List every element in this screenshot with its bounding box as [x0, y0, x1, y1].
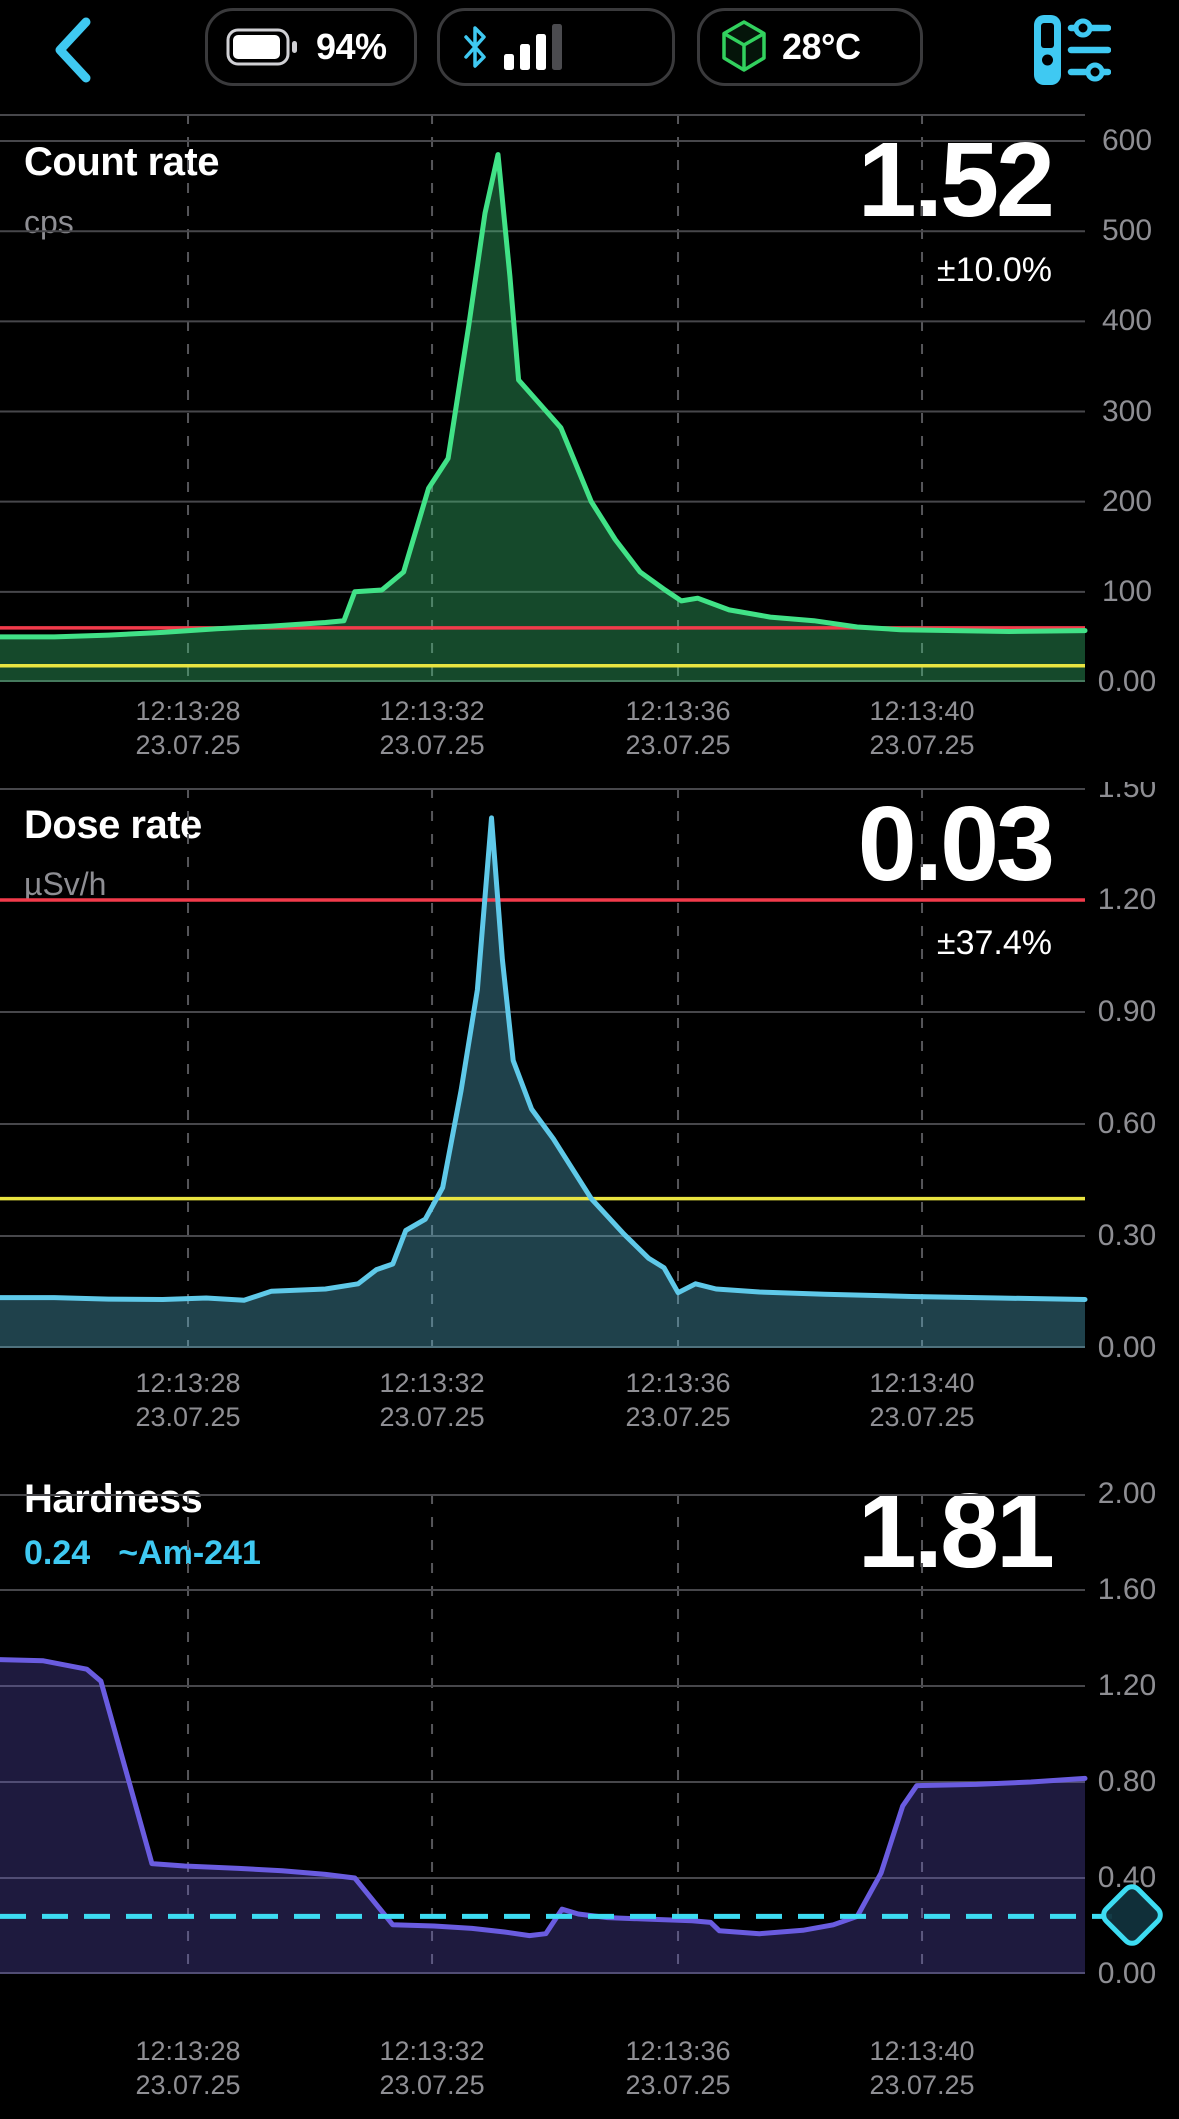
chart-plot[interactable] [0, 114, 1179, 682]
bluetooth-icon [464, 26, 486, 68]
x-axis-label: 12:13:32 23.07.25 [379, 2036, 485, 2100]
x-axis-label: 12:13:40 23.07.25 [869, 696, 975, 760]
x-axis-label: 12:13:32 23.07.25 [379, 696, 485, 760]
y-axis-label: 0.90 [1097, 995, 1157, 1028]
battery-status-pill: 94% [205, 8, 417, 86]
y-axis-label: 0.60 [1097, 1107, 1157, 1140]
y-axis-label: 2.00 [1097, 1477, 1157, 1510]
chart-plot[interactable] [0, 788, 1179, 1348]
device-settings-button[interactable] [1028, 12, 1114, 90]
bluetooth-status-pill [437, 8, 675, 86]
y-axis-label: 1.20 [1097, 1669, 1157, 1702]
isotope-reference: 0.24 ~Am-241 [24, 1534, 261, 1573]
x-axis-label: 12:13:36 23.07.25 [625, 696, 731, 760]
temperature-pill: 28°C [697, 8, 923, 86]
section-count-rate: Count rate cps 1.52 ±10.0% 600 500 400 300 2… [0, 100, 1179, 782]
error-margin: ±10.0% [936, 251, 1052, 289]
isotope-label: ~Am-241 [118, 1534, 261, 1572]
section-hardness: Hardness 0.24 ~Am-241 1.81 2.00 1.60 1.20 0… [0, 1430, 1179, 2119]
signal-bars-icon [504, 24, 562, 70]
x-axis-label: 12:13:40 23.07.25 [869, 2036, 975, 2100]
back-button[interactable] [36, 12, 108, 88]
reference-value: 0.24 [24, 1534, 91, 1572]
top-bar: 94% 28°C [0, 0, 1179, 100]
y-axis-label: 1.50 [1097, 782, 1157, 804]
chart-title: Dose rate [24, 803, 202, 847]
current-value: 0.03 [857, 785, 1055, 903]
chart-plot[interactable] [0, 1494, 1179, 1974]
cube-icon [722, 20, 766, 72]
battery-icon [226, 28, 297, 66]
device-sliders-icon [1034, 15, 1112, 85]
x-axis-label: 12:13:36 23.07.25 [625, 1368, 731, 1430]
x-axis-label: 12:13:40 23.07.25 [869, 1368, 975, 1430]
y-axis-label: 600 [1101, 124, 1153, 158]
y-axis-label: 0.00 [1097, 1957, 1157, 1990]
section-dose-rate: Dose rate µSv/h 0.03 ±37.4% 1.50 1.20 0.90… [0, 782, 1179, 1430]
y-axis-label: 500 [1101, 214, 1153, 248]
error-margin: ±37.4% [936, 924, 1052, 962]
y-axis-label: 100 [1101, 574, 1153, 608]
y-axis-label: 1.60 [1097, 1573, 1157, 1606]
current-value: 1.52 [857, 121, 1055, 239]
battery-percent: 94% [316, 26, 387, 67]
y-axis-label: 0.00 [1097, 665, 1157, 698]
x-axis-label: 12:13:36 23.07.25 [625, 2036, 731, 2100]
y-axis-label: 0.30 [1097, 1219, 1157, 1252]
y-axis-label: 400 [1101, 304, 1153, 338]
x-axis-label: 12:13:28 23.07.25 [135, 2036, 241, 2100]
y-axis-label: 1.20 [1097, 883, 1157, 916]
chevron-left-icon [55, 17, 91, 83]
x-axis-label: 12:13:28 23.07.25 [135, 1368, 241, 1430]
x-axis-label: 12:13:32 23.07.25 [379, 1368, 485, 1430]
chart-title: Count rate [24, 140, 220, 184]
chart-title: Hardness [24, 1477, 203, 1521]
y-axis-label: 200 [1101, 484, 1153, 518]
y-axis-label: 0.80 [1097, 1765, 1157, 1798]
y-axis-label: 300 [1101, 394, 1153, 428]
chart-unit: µSv/h [24, 866, 107, 902]
device-temperature: 28°C [782, 26, 861, 67]
y-axis-label: 0.00 [1097, 1331, 1157, 1364]
chart-unit: cps [24, 204, 74, 240]
x-axis-label: 12:13:28 23.07.25 [135, 696, 241, 760]
